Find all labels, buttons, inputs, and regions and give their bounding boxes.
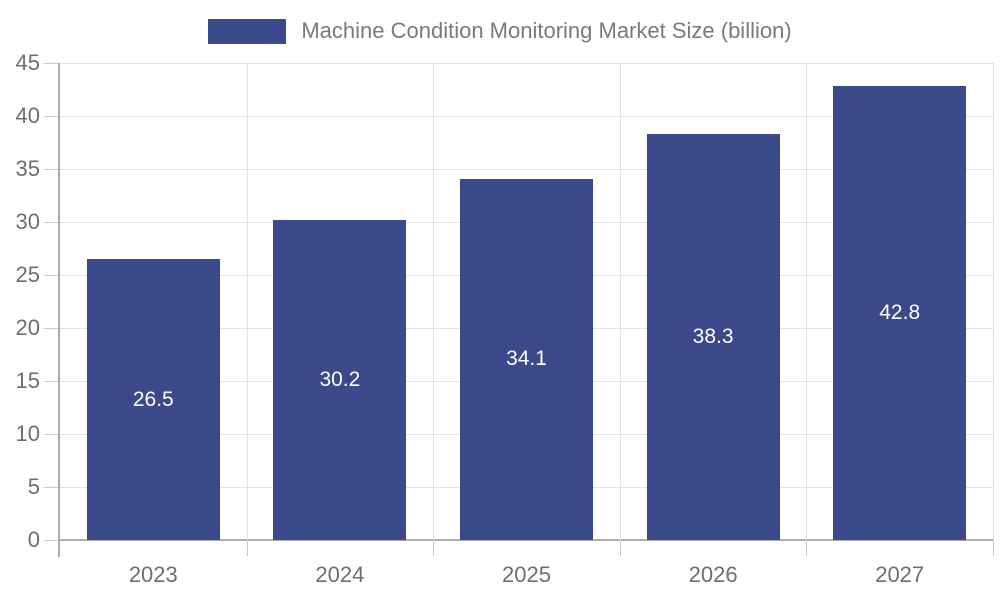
x-tick xyxy=(806,540,808,556)
y-tick-label: 25 xyxy=(15,262,40,287)
y-tick xyxy=(44,275,60,276)
bar[interactable] xyxy=(646,134,780,540)
legend-label: Machine Condition Monitoring Market Size… xyxy=(301,18,792,43)
x-tick-label: 2023 xyxy=(128,562,178,587)
bar[interactable] xyxy=(833,86,967,540)
x-tick-label: 2027 xyxy=(875,562,925,587)
y-tick xyxy=(44,222,60,223)
x-tick-label: 2025 xyxy=(502,562,551,587)
bar[interactable] xyxy=(86,259,220,540)
y-tick xyxy=(44,63,60,64)
y-tick-label: 30 xyxy=(15,209,40,234)
bar[interactable] xyxy=(273,219,407,540)
y-tick-label: 5 xyxy=(27,474,40,499)
y-tick xyxy=(44,381,60,382)
bar-value-label: 26.5 xyxy=(132,387,174,411)
x-gridline xyxy=(433,63,435,540)
bar-value-label: 30.2 xyxy=(319,367,361,391)
x-tick xyxy=(246,540,248,556)
bar-value-label: 34.1 xyxy=(506,347,547,371)
y-tick xyxy=(44,487,60,488)
x-gridline xyxy=(619,63,621,540)
x-gridline xyxy=(246,63,248,540)
y-tick xyxy=(44,434,60,435)
y-tick-label: 20 xyxy=(15,315,40,340)
y-tick-label: 10 xyxy=(15,421,40,446)
y-tick xyxy=(44,116,60,117)
y-tick-label: 15 xyxy=(15,368,40,393)
y-gridline xyxy=(60,169,993,170)
y-tick xyxy=(44,169,60,170)
bar[interactable] xyxy=(460,178,593,540)
legend[interactable]: Machine Condition Monitoring Market Size… xyxy=(0,17,1000,45)
x-tick-label: 2026 xyxy=(688,562,738,587)
bar-value-label: 42.8 xyxy=(879,301,921,325)
bar-value-label: 38.3 xyxy=(692,325,734,348)
y-tick-label: 35 xyxy=(15,156,40,181)
x-gridline xyxy=(993,63,994,540)
y-tick-label: 45 xyxy=(15,50,40,75)
y-tick-label: 0 xyxy=(27,527,40,552)
x-tick xyxy=(993,540,994,556)
x-tick-label: 2024 xyxy=(315,562,365,587)
y-tick xyxy=(44,540,60,541)
y-tick-label: 40 xyxy=(15,103,40,128)
y-gridline xyxy=(60,63,993,64)
y-tick xyxy=(44,328,60,329)
y-gridline xyxy=(60,116,993,117)
x-tick xyxy=(619,540,621,556)
x-tick xyxy=(433,540,435,556)
legend-swatch xyxy=(208,18,287,44)
x-gridline xyxy=(806,63,808,540)
y-axis-line xyxy=(58,63,60,557)
x-axis-line xyxy=(60,539,993,541)
